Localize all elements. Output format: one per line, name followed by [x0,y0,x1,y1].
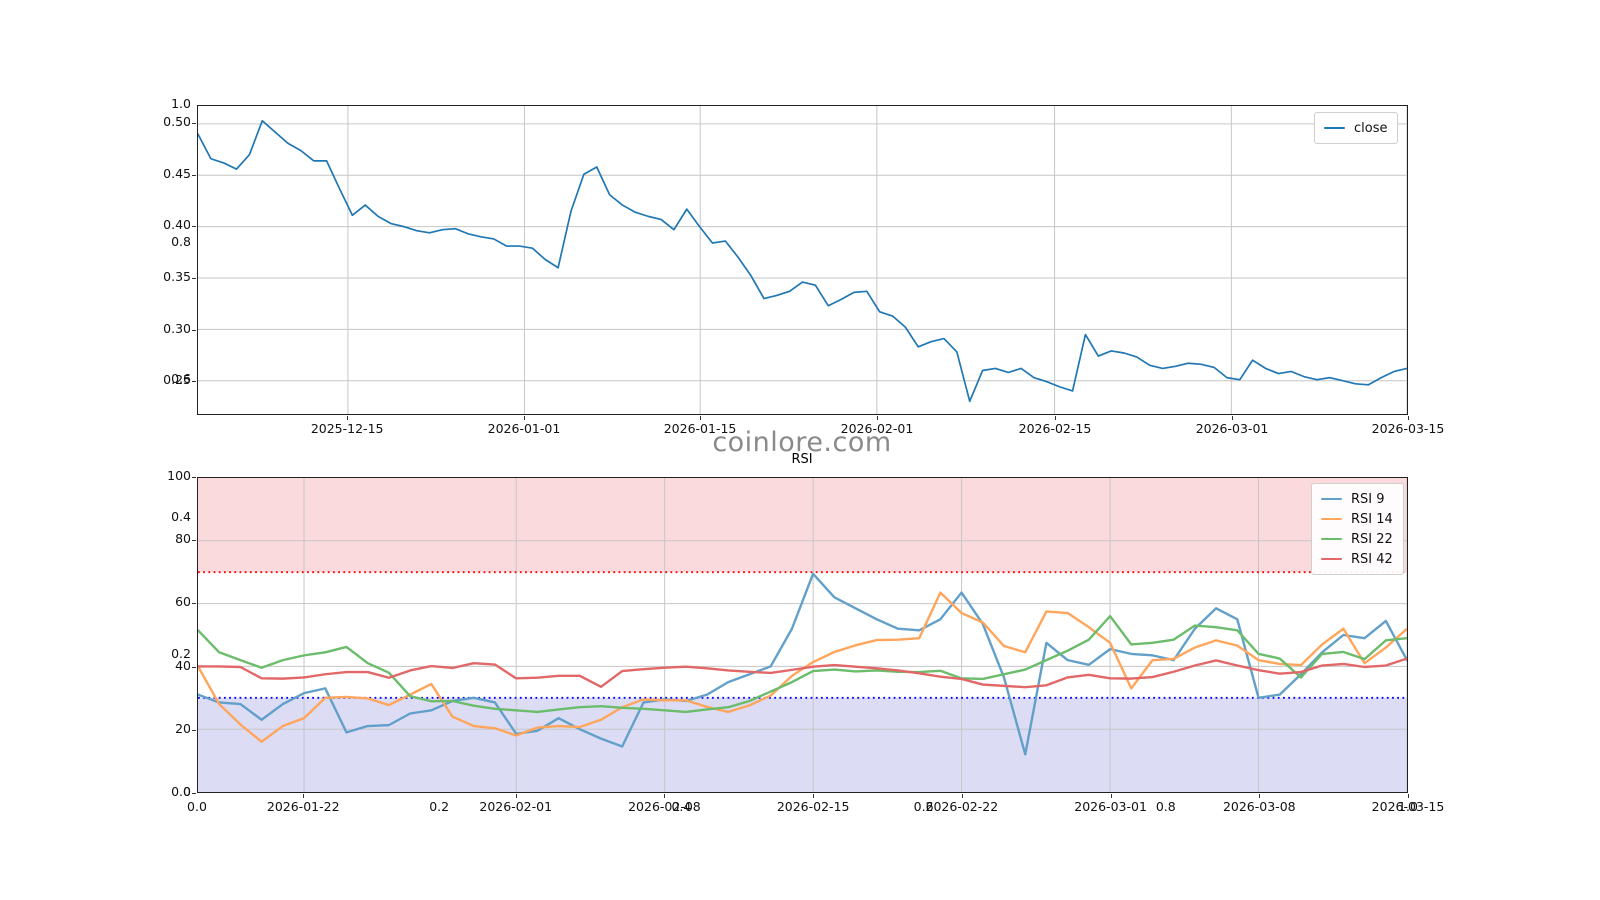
overlay-y-tick-label: 1.0 [171,96,191,111]
y-tick-label: 0.25 [163,372,191,388]
legend-line-swatch [1321,557,1342,561]
x-tick-label: 2026-02-15 [776,799,850,814]
tick-mark [523,416,525,420]
rsi-legend: RSI 9 RSI 14 RSI 22 RSI 42 [1311,483,1404,575]
rsi-chart-plot-area [197,477,1408,793]
threshold-band [198,478,1407,573]
legend-label: RSI 9 [1351,491,1385,507]
tick-mark [192,329,196,331]
overlay-x-tick-label: 1.0 [1398,799,1418,814]
legend-line-swatch [1321,537,1342,541]
x-tick-label: 2026-03-15 [1371,421,1445,436]
legend-item: RSI 14 [1321,509,1393,529]
y-tick-label: 0 [183,784,191,799]
tick-mark [192,278,196,280]
x-tick-label: 2026-01-01 [487,421,561,436]
x-tick-label: 2026-02-01 [479,799,553,814]
tick-mark [192,122,196,124]
y-tick-label: 80 [175,531,191,547]
legend-label: close [1354,120,1388,136]
overlay-y-tick-label: 0.4 [171,508,191,524]
y-tick-label: 20 [175,720,191,736]
legend-label: RSI 22 [1351,531,1393,547]
tick-mark [1259,794,1261,798]
tick-mark [192,381,196,383]
x-tick-label: 2026-03-15 [1371,799,1445,814]
tick-mark [347,416,349,420]
tick-mark [192,477,196,478]
tick-mark [664,794,666,798]
y-tick-label: 0.45 [163,165,191,181]
overlay-y-tick-label: 0.2 [171,646,191,662]
y-tick-label: 0.30 [163,320,191,336]
overlay-x-tick-label: 0.8 [1155,799,1176,814]
series-line-rsi-42 [198,657,1407,689]
x-tick-label: 2026-03-01 [1074,799,1147,814]
overlay-y-tick-label: 0.0 [171,784,191,799]
x-tick-label: 2026-03-08 [1222,799,1296,814]
tick-mark [192,226,196,228]
legend-item: RSI 42 [1321,549,1393,569]
tick-mark [303,794,305,798]
tick-mark [192,666,196,668]
legend-label: RSI 42 [1351,551,1393,567]
x-tick-label: 2026-02-22 [925,799,999,814]
x-tick-label: 2026-01-15 [663,421,737,436]
price-chart-svg [198,106,1407,414]
price-legend: close [1314,112,1399,144]
tick-mark [1054,416,1056,420]
watermark: coinlore.com [712,427,892,458]
legend-item: RSI 22 [1321,529,1393,549]
tick-mark [192,729,196,731]
tick-mark [1110,794,1112,798]
series-line-rsi-22 [198,614,1407,714]
x-tick-label: 2026-01-22 [266,799,340,814]
overlay-y-tick-label: 0.8 [171,233,191,249]
threshold-band [198,697,1407,792]
legend-item: RSI 9 [1321,489,1393,509]
y-tick-label: 0.35 [163,269,191,285]
tick-mark [1408,416,1409,420]
tick-mark [1232,416,1234,420]
y-tick-label: 40 [175,657,191,673]
tick-mark [1408,794,1409,798]
series-line-rsi-9 [198,572,1407,756]
overlay-x-tick-label: 0.2 [429,799,450,814]
legend-line-swatch [1321,497,1342,501]
tick-mark [192,793,196,794]
rsi-chart-title: RSI [791,452,813,467]
legend-item: close [1324,118,1387,138]
tick-mark [876,416,878,420]
overlay-x-tick-label: 0.4 [671,799,692,814]
y-tick-label: 60 [175,594,191,610]
x-tick-label: 2026-03-01 [1195,421,1269,436]
legend-line-swatch [1321,517,1342,521]
legend-line-swatch [1324,126,1345,130]
tick-mark [192,540,196,542]
series-line-close [198,119,1407,403]
legend-label: RSI 14 [1351,511,1393,527]
overlay-x-tick-label: 0.0 [187,799,207,814]
tick-mark [700,416,702,420]
x-tick-label: 2026-02-08 [628,799,701,814]
x-tick-label: 2026-02-01 [840,421,914,436]
price-chart-plot-area [197,105,1408,415]
y-tick-label: 0.40 [163,217,191,233]
x-tick-label: 2025-12-15 [310,421,384,436]
tick-mark [192,174,196,176]
overlay-y-tick-label: 0.6 [171,371,191,387]
tick-mark [961,794,963,798]
tick-mark [192,603,196,605]
rsi-chart-svg [198,478,1407,792]
y-tick-label: 100 [167,468,191,483]
tick-mark [515,794,517,798]
y-tick-label: 0.50 [163,113,191,129]
x-tick-label: 2026-02-15 [1018,421,1092,436]
tick-mark [813,794,815,798]
overlay-x-tick-label: 0.6 [913,799,934,814]
